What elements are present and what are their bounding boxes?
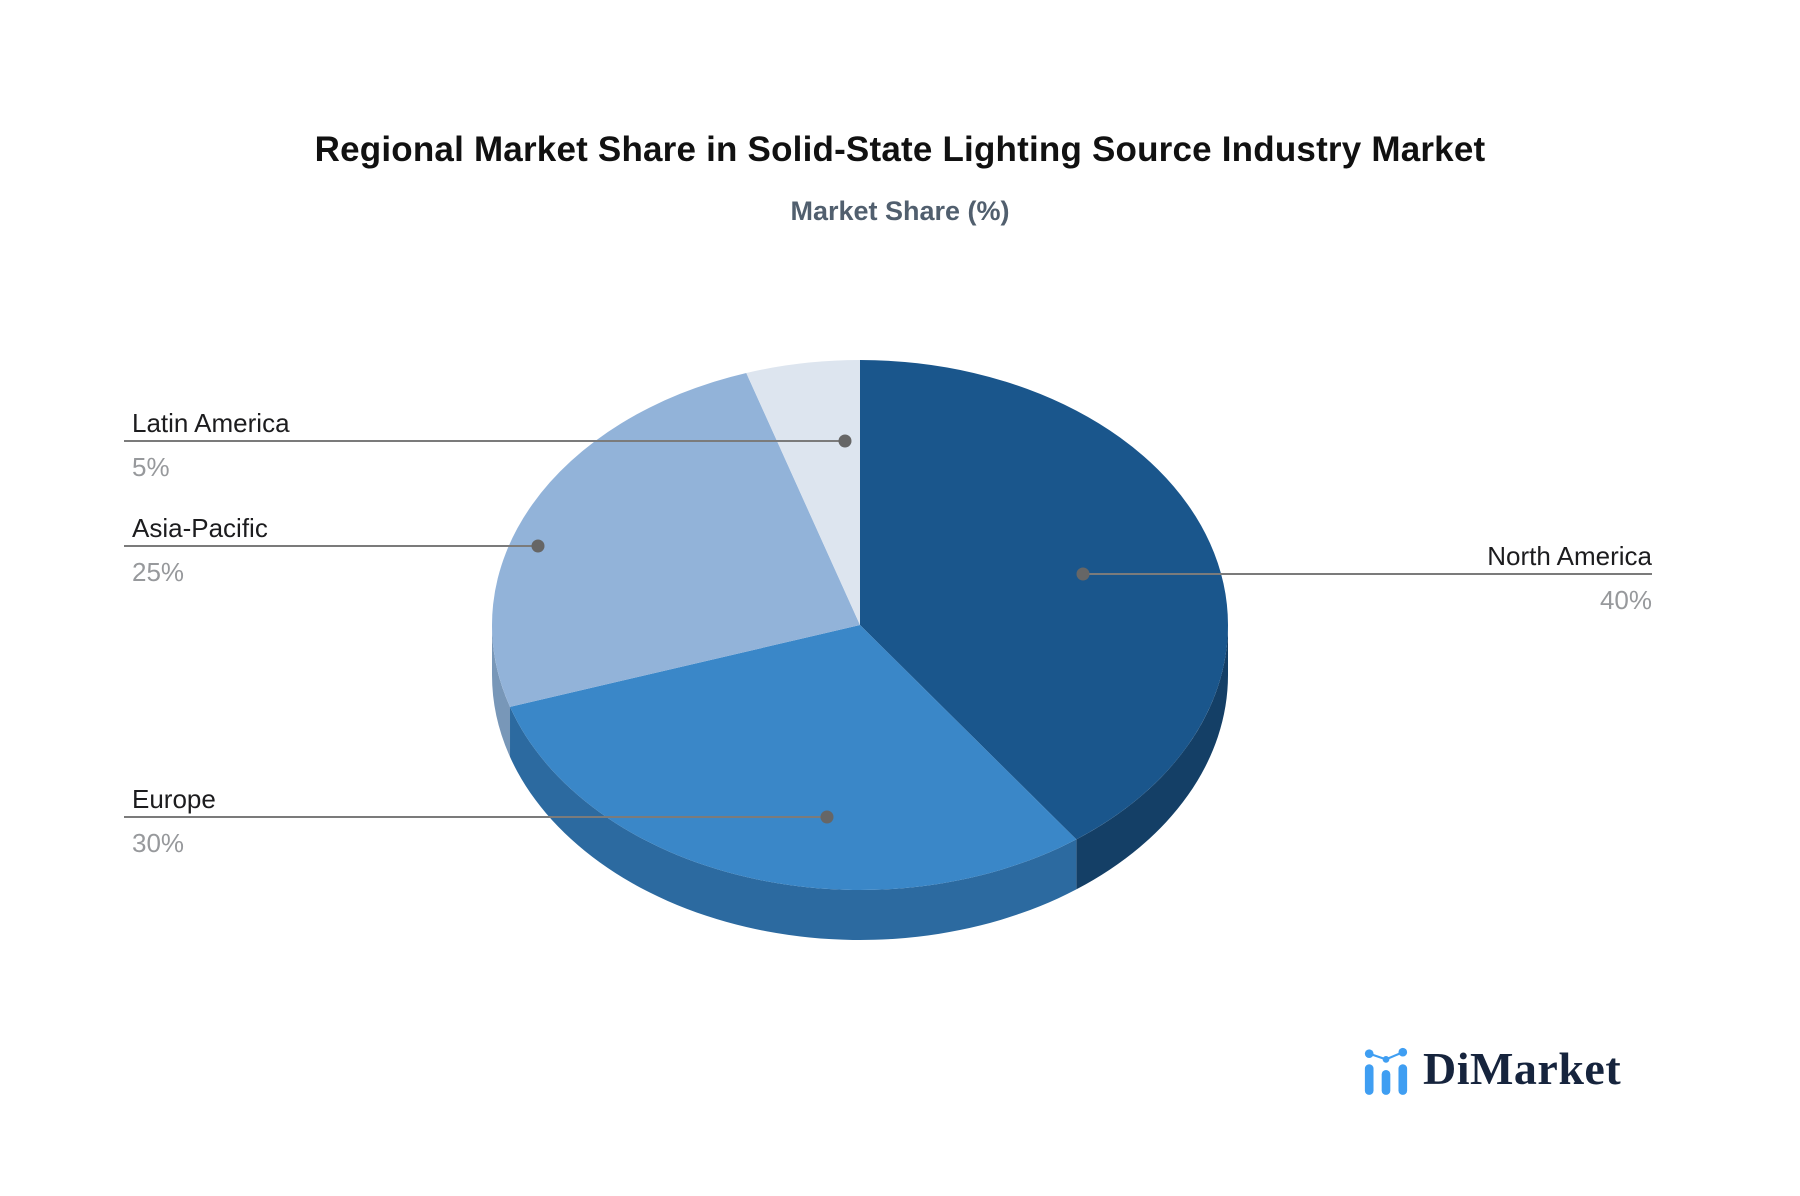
leader-dot-europe [820,810,834,824]
slice-value-asia-pacific: 25% [132,557,185,587]
dimarket-logo: DiMarket [1362,1040,1621,1098]
pie-slice-asia-pacific[interactable] [491,372,860,707]
slice-value-latin-america: 5% [132,452,170,482]
leader-dot-latin-america [838,434,852,448]
slice-label-asia-pacific: Asia-Pacific [132,513,268,543]
bar-line-chart-icon [1364,1047,1408,1095]
slice-label-north-america: North America [1487,541,1652,571]
chart-title: Regional Market Share in Solid-State Lig… [314,130,1486,169]
slice-label-europe: Europe [132,784,216,814]
pie-slice-latin-america[interactable] [746,360,860,625]
pie-slice-side-asia-pacific [492,625,511,757]
leader-dot-asia-pacific [531,539,545,553]
slice-label-latin-america: Latin America [132,408,290,438]
pie-slice-side-north-america [1076,625,1228,890]
pie-slice-north-america[interactable] [860,360,1228,840]
leader-dot-north-america [1076,567,1090,581]
dimarket-logo-text: DiMarket [1423,1043,1622,1094]
pie-slice-europe[interactable] [510,625,1077,890]
pie-slice-side-europe [510,706,1077,940]
slice-value-europe: 30% [132,828,185,858]
chart-subtitle: Market Share (%) [790,196,1010,226]
slice-value-north-america: 40% [1599,585,1652,615]
